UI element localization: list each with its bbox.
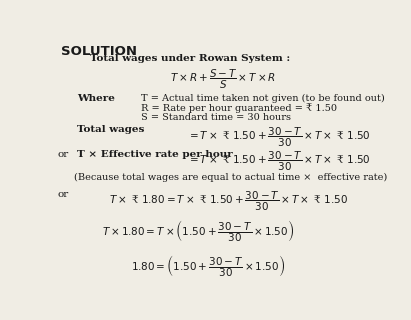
Text: T × Effective rate per hour: T × Effective rate per hour: [77, 150, 233, 159]
Text: $T \times$ ₹ $1.80 = T \times$ ₹ $1.50 + \dfrac{30-T}{30} \times T \times$ ₹ $1.: $T \times$ ₹ $1.80 = T \times$ ₹ $1.50 +…: [109, 190, 348, 213]
Text: or: or: [58, 190, 69, 199]
Text: $T \times R + \dfrac{S-T}{S} \times T \times R$: $T \times R + \dfrac{S-T}{S} \times T \t…: [171, 68, 276, 91]
Text: $= T \times$ ₹ $1.50 + \dfrac{30-T}{30} \times T \times$ ₹ $1.50$: $= T \times$ ₹ $1.50 + \dfrac{30-T}{30} …: [187, 126, 371, 149]
Text: or: or: [58, 150, 69, 159]
Text: Where: Where: [77, 94, 115, 103]
Text: R = Rate per hour guaranteed = ₹ 1.50: R = Rate per hour guaranteed = ₹ 1.50: [141, 104, 337, 114]
Text: SOLUTION: SOLUTION: [61, 44, 137, 58]
Text: $T \times 1.80 = T \times \left(1.50 + \dfrac{30-T}{30} \times 1.50\right)$: $T \times 1.80 = T \times \left(1.50 + \…: [102, 218, 295, 244]
Text: Total wages: Total wages: [77, 125, 144, 134]
Text: S = Standard time = 30 hours: S = Standard time = 30 hours: [141, 113, 291, 122]
Text: (Because total wages are equal to actual time ×  effective rate): (Because total wages are equal to actual…: [74, 173, 387, 182]
Text: $1.80 = \left(1.50 + \dfrac{30-T}{30} \times 1.50\right)$: $1.80 = \left(1.50 + \dfrac{30-T}{30} \t…: [131, 253, 285, 279]
Text: $= T \times$ ₹ $1.50 + \dfrac{30-T}{30} \times T \times$ ₹ $1.50$: $= T \times$ ₹ $1.50 + \dfrac{30-T}{30} …: [187, 150, 371, 173]
Text: Total wages under Rowan System :: Total wages under Rowan System :: [90, 54, 290, 63]
Text: T = Actual time taken not given (to be found out): T = Actual time taken not given (to be f…: [141, 94, 384, 103]
